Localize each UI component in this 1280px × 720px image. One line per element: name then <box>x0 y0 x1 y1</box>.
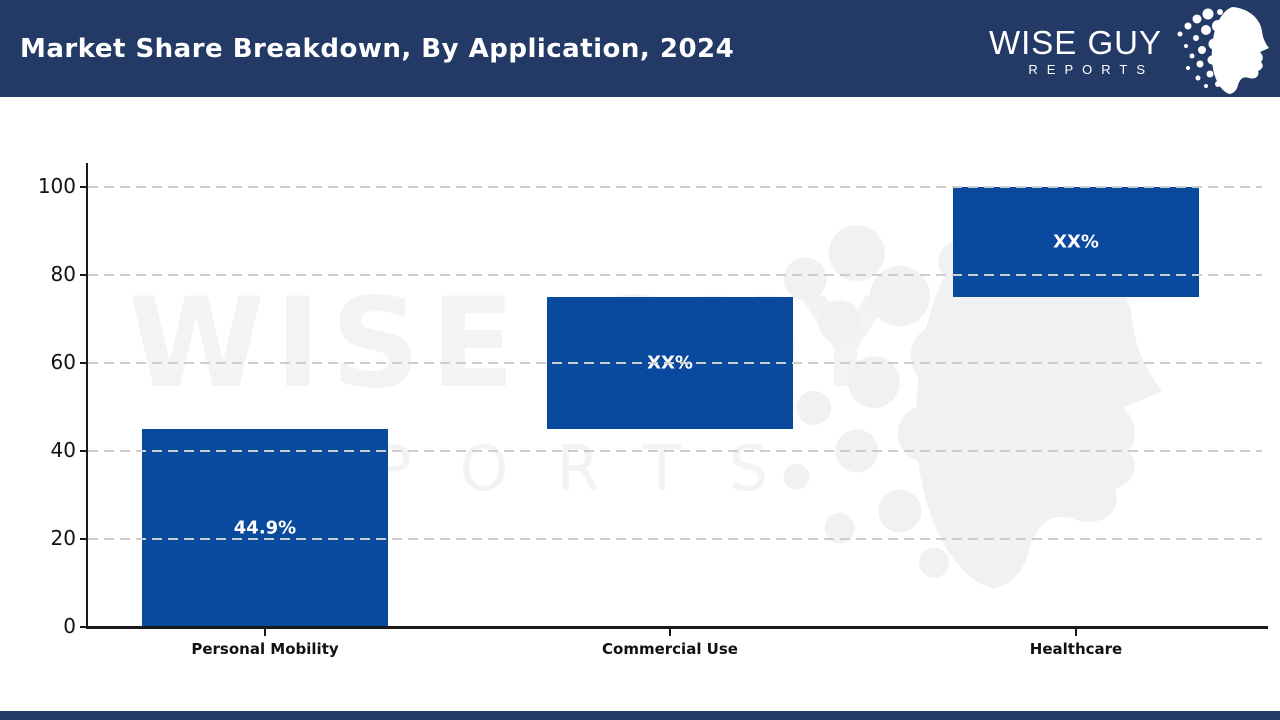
logo-subtext: REPORTS <box>1028 62 1154 77</box>
wiseguy-logo: WISE GUY REPORTS <box>989 0 1272 97</box>
bar-personal-mobility: 44.9% <box>142 429 388 627</box>
gridline-20 <box>88 538 1262 540</box>
footer-bar <box>0 711 1280 720</box>
y-tick-label-20: 20 <box>50 526 76 550</box>
bar-value-label: XX% <box>1053 231 1099 253</box>
x-axis-spine <box>86 626 1268 629</box>
watermark-face-icon <box>764 214 1163 589</box>
y-tick-label-100: 100 <box>37 174 76 198</box>
y-tick-label-0: 0 <box>63 614 76 638</box>
x-tick-mark-2 <box>669 627 671 636</box>
y-tick-mark-60 <box>80 362 88 364</box>
logo-wordmark: WISE GUY <box>988 24 1162 61</box>
header: Market Share Breakdown, By Application, … <box>0 0 1280 97</box>
gridline-40 <box>88 450 1262 452</box>
y-tick-mark-0 <box>80 626 88 628</box>
gridline-60 <box>88 362 1262 364</box>
x-tick-mark-3 <box>1075 627 1077 636</box>
y-tick-mark-100 <box>80 186 88 188</box>
y-tick-mark-20 <box>80 538 88 540</box>
bar-healthcare: XX% <box>953 187 1199 297</box>
x-axis-label-healthcare: Healthcare <box>1029 640 1123 658</box>
y-tick-label-80: 80 <box>50 262 76 286</box>
gridline-80 <box>88 274 1262 276</box>
y-tick-label-40: 40 <box>50 438 76 462</box>
y-tick-mark-40 <box>80 450 88 452</box>
y-tick-mark-80 <box>80 274 88 276</box>
x-tick-mark-1 <box>264 627 266 636</box>
y-axis-spine <box>86 163 88 629</box>
x-axis-label-personal-mobility: Personal Mobility <box>191 640 339 658</box>
logo-face-icon <box>1177 7 1269 94</box>
gridline-100 <box>88 186 1262 188</box>
y-tick-label-60: 60 <box>50 350 76 374</box>
bar-value-label: 44.9% <box>233 517 297 539</box>
page-title: Market Share Breakdown, By Application, … <box>20 33 735 64</box>
x-axis-label-commercial-use: Commercial Use <box>602 640 738 658</box>
